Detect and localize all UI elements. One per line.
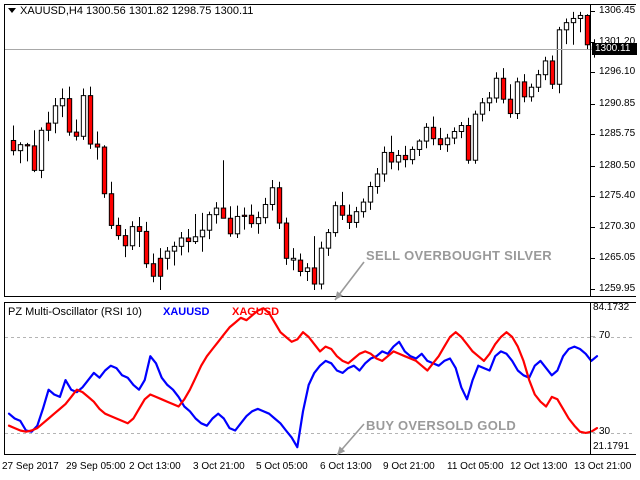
price-axis[interactable]: 1306.45 1301.20 1296.10 1290.85 1285.75 1280.… [590,4,637,297]
chart-symbol-text: XAUUSD,H4 1300.56 1301.82 1298.75 1300.1… [20,5,254,17]
price-axis-tick [591,72,595,73]
legend-item-xagusd: XAGUSD [232,306,280,318]
time-axis-label: 6 Oct 13:00 [320,461,372,472]
price-axis-label: 1290.85 [599,98,636,109]
indicator-axis-label: 21.1791 [593,441,630,452]
time-axis-label: 2 Oct 13:00 [129,461,181,472]
price-axis-label: 1285.75 [599,128,636,139]
chart-symbol-header: XAUUSD,H4 1300.56 1301.82 1298.75 1300.1… [8,5,253,18]
time-axis-label: 5 Oct 05:00 [256,461,308,472]
legend-item-xauusd: XAUUSD [163,306,210,318]
price-axis-label: 1306.45 [599,5,636,16]
indicator-axis-label: 30 [599,426,611,437]
price-axis-label: 1280.50 [599,160,636,171]
oscillator-series [5,307,635,449]
current-price-tag: 1300.11 [592,43,637,55]
time-axis-label: 9 Oct 21:00 [383,461,435,472]
chevron-down-icon[interactable] [8,7,16,13]
annotation-sell-overbought-silver: SELL OVERBOUGHT SILVER [366,248,552,263]
price-axis-label: 1275.40 [599,190,636,201]
price-axis-label: 1301.20 [599,36,636,47]
price-axis-tick [591,227,595,228]
time-axis[interactable]: 27 Sep 2017 29 Sep 05:00 2 Oct 13:00 3 Oct … [0,456,640,480]
price-axis-label: 1259.95 [599,283,636,294]
price-axis-tick [591,11,595,12]
time-axis-label: 3 Oct 21:00 [193,461,245,472]
price-axis-tick [591,289,595,290]
price-axis-label: 1296.10 [599,66,636,77]
price-axis-tick [591,42,595,43]
indicator-axis-tick [591,336,595,337]
time-axis-label: 27 Sep 2017 [2,461,59,472]
indicator-title: PZ Multi-Oscillator (RSI 10) [8,306,142,318]
indicator-pane[interactable] [4,302,636,455]
price-axis-label: 1265.05 [599,252,636,263]
time-axis-label: 11 Oct 05:00 [447,461,504,472]
time-axis-label: 12 Oct 13:00 [510,461,568,472]
indicator-axis-tick [591,432,595,433]
price-axis-tick [591,166,595,167]
price-axis-tick [591,134,595,135]
price-axis-tick [591,104,595,105]
price-axis-tick [591,258,595,259]
annotation-buy-oversold-gold: BUY OVERSOLD GOLD [366,418,517,433]
price-axis-tick [591,196,595,197]
price-axis-label: 1270.30 [599,221,636,232]
indicator-axis[interactable]: 84.1732 70 30 21.1791 [590,302,636,455]
time-axis-label: 29 Sep 05:00 [66,461,126,472]
indicator-axis-label: 70 [599,330,611,341]
time-axis-label: 13 Oct 21:00 [574,461,632,472]
indicator-axis-label: 84.1732 [593,302,630,313]
